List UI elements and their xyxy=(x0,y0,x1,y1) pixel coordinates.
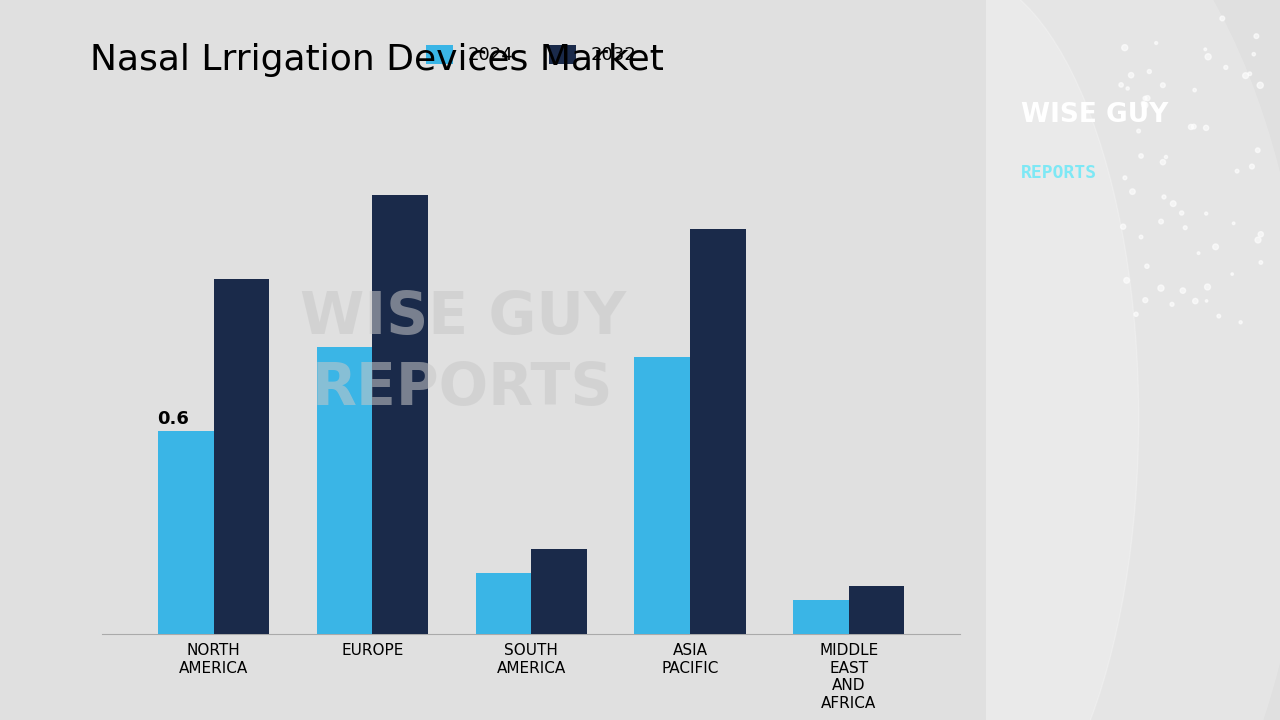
Point xyxy=(1153,156,1174,168)
Point xyxy=(1130,150,1151,162)
Bar xyxy=(794,600,849,634)
Point xyxy=(1196,208,1216,220)
Point xyxy=(1244,48,1265,60)
Point xyxy=(1129,125,1149,137)
Bar xyxy=(849,586,905,634)
Point xyxy=(1184,121,1204,132)
Point xyxy=(1135,294,1156,306)
Point xyxy=(1164,198,1184,210)
Point xyxy=(1216,62,1236,73)
Point xyxy=(1222,269,1243,280)
Circle shape xyxy=(773,0,1139,720)
Point xyxy=(1172,285,1193,297)
Point xyxy=(1162,299,1183,310)
Point xyxy=(1226,166,1247,177)
Point xyxy=(1247,30,1267,42)
Point xyxy=(1208,310,1229,322)
Point xyxy=(1121,69,1142,81)
Point xyxy=(1235,70,1256,81)
Point xyxy=(1197,282,1217,293)
Point xyxy=(1123,186,1143,197)
Point xyxy=(1224,217,1244,229)
Text: Nasal Lrrigation Devices Market: Nasal Lrrigation Devices Market xyxy=(90,43,663,77)
Legend: 2024, 2032: 2024, 2032 xyxy=(419,38,644,71)
Bar xyxy=(316,347,372,634)
Text: 0.6: 0.6 xyxy=(157,410,189,428)
Point xyxy=(1230,317,1251,328)
Point xyxy=(1185,295,1206,307)
Point xyxy=(1188,248,1208,259)
Point xyxy=(1251,257,1271,269)
Point xyxy=(1175,222,1196,233)
Point xyxy=(1116,274,1137,286)
Point xyxy=(1135,93,1156,104)
Point xyxy=(1153,192,1174,203)
Point xyxy=(1196,122,1216,134)
Point xyxy=(1115,172,1135,184)
Point xyxy=(1112,221,1133,233)
Point xyxy=(1137,261,1157,272)
Point xyxy=(1139,66,1160,77)
Bar xyxy=(476,573,531,634)
Point xyxy=(1130,231,1151,243)
Point xyxy=(1137,92,1157,104)
Text: WISE GUY
REPORTS: WISE GUY REPORTS xyxy=(300,289,626,417)
Point xyxy=(1212,13,1233,24)
Point xyxy=(1206,241,1226,253)
Point xyxy=(1146,37,1166,49)
Bar xyxy=(372,195,428,634)
Point xyxy=(1151,282,1171,294)
Point xyxy=(1151,216,1171,228)
Point xyxy=(1248,145,1268,156)
Point xyxy=(1197,295,1217,307)
Point xyxy=(1117,83,1138,94)
Point xyxy=(1134,99,1155,111)
Bar xyxy=(690,229,745,634)
Point xyxy=(1184,84,1204,96)
Ellipse shape xyxy=(691,0,1280,720)
Point xyxy=(1152,79,1172,91)
Point xyxy=(1251,79,1271,91)
Point xyxy=(1126,308,1147,320)
Bar xyxy=(214,279,269,634)
Point xyxy=(1156,151,1176,163)
Point xyxy=(1248,234,1268,246)
Bar xyxy=(531,549,586,634)
Bar xyxy=(157,431,214,634)
Point xyxy=(1239,68,1260,80)
Point xyxy=(1133,97,1153,109)
Point xyxy=(1180,121,1201,132)
Point xyxy=(1198,51,1219,63)
Text: REPORTS: REPORTS xyxy=(1021,163,1097,181)
Bar xyxy=(635,357,690,634)
Point xyxy=(1111,79,1132,91)
Point xyxy=(1115,42,1135,53)
Text: WISE GUY: WISE GUY xyxy=(1021,102,1169,128)
Point xyxy=(1196,43,1216,55)
Point xyxy=(1242,161,1262,172)
Point xyxy=(1251,228,1271,240)
Point xyxy=(1171,207,1192,219)
